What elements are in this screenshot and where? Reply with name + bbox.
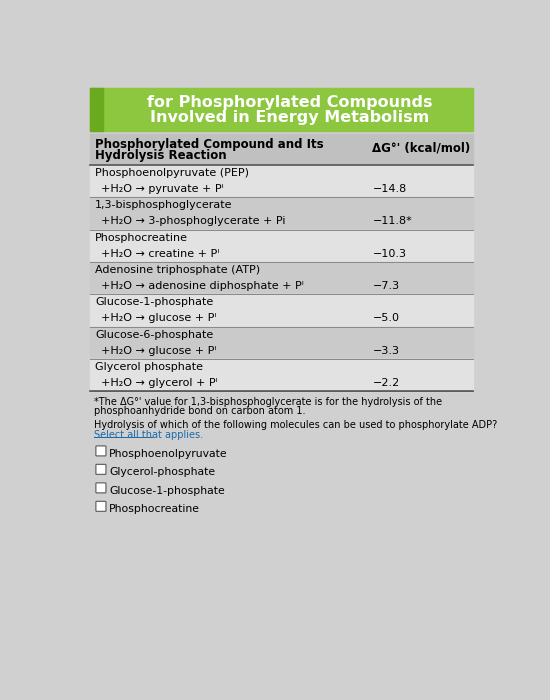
FancyBboxPatch shape [96,446,106,456]
Text: −14.8: −14.8 [373,184,408,194]
Text: Involved in Energy Metabolism: Involved in Energy Metabolism [150,111,429,125]
Bar [90,165,474,197]
Text: Glucose-6-phosphate: Glucose-6-phosphate [95,330,213,340]
Text: +H₂O → adenosine diphosphate + Pᴵ: +H₂O → adenosine diphosphate + Pᴵ [101,281,304,291]
Bar [90,262,474,294]
Text: Adenosine triphosphate (ATP): Adenosine triphosphate (ATP) [95,265,260,275]
Text: Phosphocreatine: Phosphocreatine [95,232,188,243]
Text: +H₂O → glycerol + Pᴵ: +H₂O → glycerol + Pᴵ [101,378,218,388]
Text: Glucose-1-phosphate: Glucose-1-phosphate [95,298,213,307]
Text: −11.8*: −11.8* [373,216,413,226]
Text: *The ΔG°' value for 1,3-bisphosphoglycerate is for the hydrolysis of the: *The ΔG°' value for 1,3-bisphosphoglycer… [94,397,442,407]
Bar [90,294,474,327]
Text: Select all that applies.: Select all that applies. [94,430,202,440]
Bar [90,197,474,230]
Bar [90,88,474,131]
Text: for Phosphorylated Compounds: for Phosphorylated Compounds [147,95,432,110]
Text: +H₂O → 3-phosphoglycerate + Pi: +H₂O → 3-phosphoglycerate + Pi [101,216,286,226]
Bar [90,88,103,131]
Bar [90,326,474,359]
Text: −3.3: −3.3 [373,346,400,356]
Text: −2.2: −2.2 [373,378,400,388]
Text: Hydrolysis of which of the following molecules can be used to phosphorylate ADP?: Hydrolysis of which of the following mol… [94,420,497,430]
FancyBboxPatch shape [96,464,106,475]
Bar [90,230,474,262]
FancyBboxPatch shape [96,501,106,511]
Text: Hydrolysis Reaction: Hydrolysis Reaction [95,150,227,162]
Text: Glucose-1-phosphate: Glucose-1-phosphate [109,486,225,496]
Text: +H₂O → glucose + Pᴵ: +H₂O → glucose + Pᴵ [101,314,217,323]
Text: +H₂O → glucose + Pᴵ: +H₂O → glucose + Pᴵ [101,346,217,356]
Text: +H₂O → pyruvate + Pᴵ: +H₂O → pyruvate + Pᴵ [101,184,224,194]
Bar [90,134,474,164]
Bar [90,359,474,391]
Text: 1,3-bisphosphoglycerate: 1,3-bisphosphoglycerate [95,200,233,210]
Text: Phosphorylated Compound and Its: Phosphorylated Compound and Its [95,138,324,151]
Text: Glycerol-phosphate: Glycerol-phosphate [109,468,215,477]
Text: Phosphoenolpyruvate (PEP): Phosphoenolpyruvate (PEP) [95,168,249,178]
Text: Phosphocreatine: Phosphocreatine [109,505,200,514]
Text: phosphoanhydride bond on carbon atom 1.: phosphoanhydride bond on carbon atom 1. [94,406,305,416]
Text: ΔG°' (kcal/mol): ΔG°' (kcal/mol) [372,141,470,155]
Text: Glycerol phosphate: Glycerol phosphate [95,362,203,372]
Text: −10.3: −10.3 [373,248,408,259]
Text: +H₂O → creatine + Pᴵ: +H₂O → creatine + Pᴵ [101,248,219,259]
Text: −5.0: −5.0 [373,314,400,323]
FancyBboxPatch shape [96,483,106,493]
Text: Phosphoenolpyruvate: Phosphoenolpyruvate [109,449,228,459]
Text: −7.3: −7.3 [373,281,400,291]
